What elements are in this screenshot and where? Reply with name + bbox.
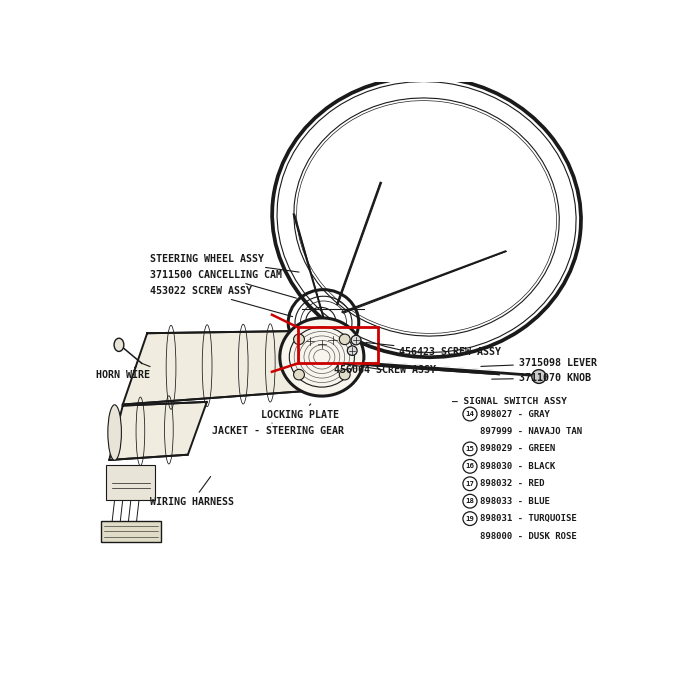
Text: — SIGNAL SWITCH ASSY: — SIGNAL SWITCH ASSY [452,397,567,406]
Text: LOCKING PLATE: LOCKING PLATE [261,404,339,420]
Bar [106,465,155,499]
Text: 898031 - TURQUOISE: 898031 - TURQUOISE [480,514,577,523]
Text: HORN WIRE: HORN WIRE [96,366,150,381]
Circle shape [293,334,304,344]
Circle shape [340,369,350,380]
Text: 898027 - GRAY: 898027 - GRAY [480,410,550,418]
Ellipse shape [114,338,124,351]
Text: JACKET - STEERING GEAR: JACKET - STEERING GEAR [212,423,344,436]
Ellipse shape [108,405,121,460]
Bar [298,327,378,364]
Text: 453022 SCREW ASSY: 453022 SCREW ASSY [150,286,293,317]
Text: 456423 SCREW ASSY: 456423 SCREW ASSY [366,342,501,357]
Circle shape [293,369,304,380]
Text: 18: 18 [466,498,475,504]
Text: 898030 - BLACK: 898030 - BLACK [480,462,556,471]
Text: STEERING WHEEL ASSY: STEERING WHEEL ASSY [150,255,299,272]
Text: 898029 - GREEN: 898029 - GREEN [480,445,556,453]
Polygon shape [109,402,207,460]
Circle shape [347,346,357,355]
Text: 19: 19 [466,516,475,521]
Text: 456064 SCREW ASSY: 456064 SCREW ASSY [335,364,436,375]
Text: 15: 15 [466,446,475,452]
Text: 17: 17 [466,481,475,487]
Ellipse shape [280,318,364,396]
Text: 3711500 CANCELLING CAM: 3711500 CANCELLING CAM [150,270,296,298]
Text: 898033 - BLUE: 898033 - BLUE [480,497,550,506]
Bar [101,521,161,542]
Text: 897999 - NAVAJO TAN: 897999 - NAVAJO TAN [480,427,582,436]
Text: WIRING HARNESS: WIRING HARNESS [150,477,234,507]
Circle shape [351,335,361,345]
Polygon shape [122,331,329,405]
Text: 3711070 KNOB: 3711070 KNOB [491,373,591,383]
Text: 3715098 LEVER: 3715098 LEVER [481,358,597,368]
Text: 14: 14 [466,411,475,417]
Circle shape [340,334,350,344]
Text: 16: 16 [466,463,475,469]
Text: 898032 - RED: 898032 - RED [480,480,545,488]
Text: 898000 - DUSK ROSE: 898000 - DUSK ROSE [480,532,577,541]
Circle shape [532,370,546,383]
